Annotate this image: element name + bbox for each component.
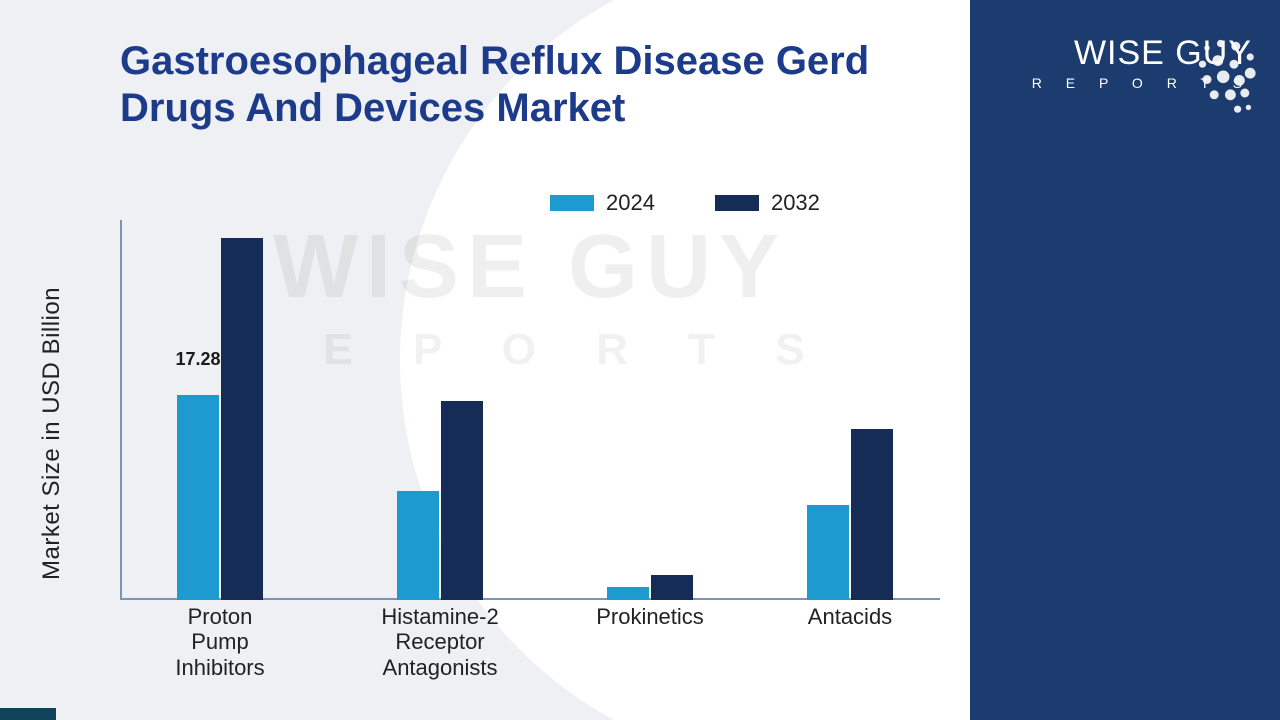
legend-label-2024: 2024 [606,190,655,216]
bar-group [607,575,693,600]
category-label: Antacids [808,604,892,629]
category-label: Prokinetics [596,604,704,629]
bar-2032 [651,575,693,600]
plot-area: 17.28 [120,220,940,600]
bar-2024 [397,491,439,600]
legend-swatch-2024 [550,195,594,211]
bar-group [177,238,263,600]
bar-group [807,429,893,600]
brand-logo-main: WISE GUY [1032,34,1252,73]
y-axis-label: Market Size in USD Billion [38,287,66,580]
bar-2024 [177,395,219,600]
chart-canvas: WISE GUY R E P O R T S Gastroesophageal … [0,0,1280,720]
bar-2032 [441,401,483,601]
legend-item-2032: 2032 [715,190,820,216]
category-label: ProtonPumpInhibitors [175,604,264,680]
bar-group [397,401,483,601]
brand-logo-sub: R E P O R T S [1032,75,1252,91]
decor-bottom-bar [0,708,56,720]
bar-2024 [807,505,849,600]
bar-2032 [221,238,263,600]
bar-value-label: 17.28 [175,349,220,370]
category-label: Histamine-2ReceptorAntagonists [381,604,498,680]
y-axis-line [120,220,122,600]
legend-label-2032: 2032 [771,190,820,216]
bar-2032 [851,429,893,600]
legend: 2024 2032 [550,190,820,216]
chart-title: Gastroesophageal Reflux Disease Gerd Dru… [120,38,880,132]
bar-2024 [607,587,649,600]
brand-logo: WISE GUY R E P O R T S [1032,34,1252,91]
legend-item-2024: 2024 [550,190,655,216]
legend-swatch-2032 [715,195,759,211]
